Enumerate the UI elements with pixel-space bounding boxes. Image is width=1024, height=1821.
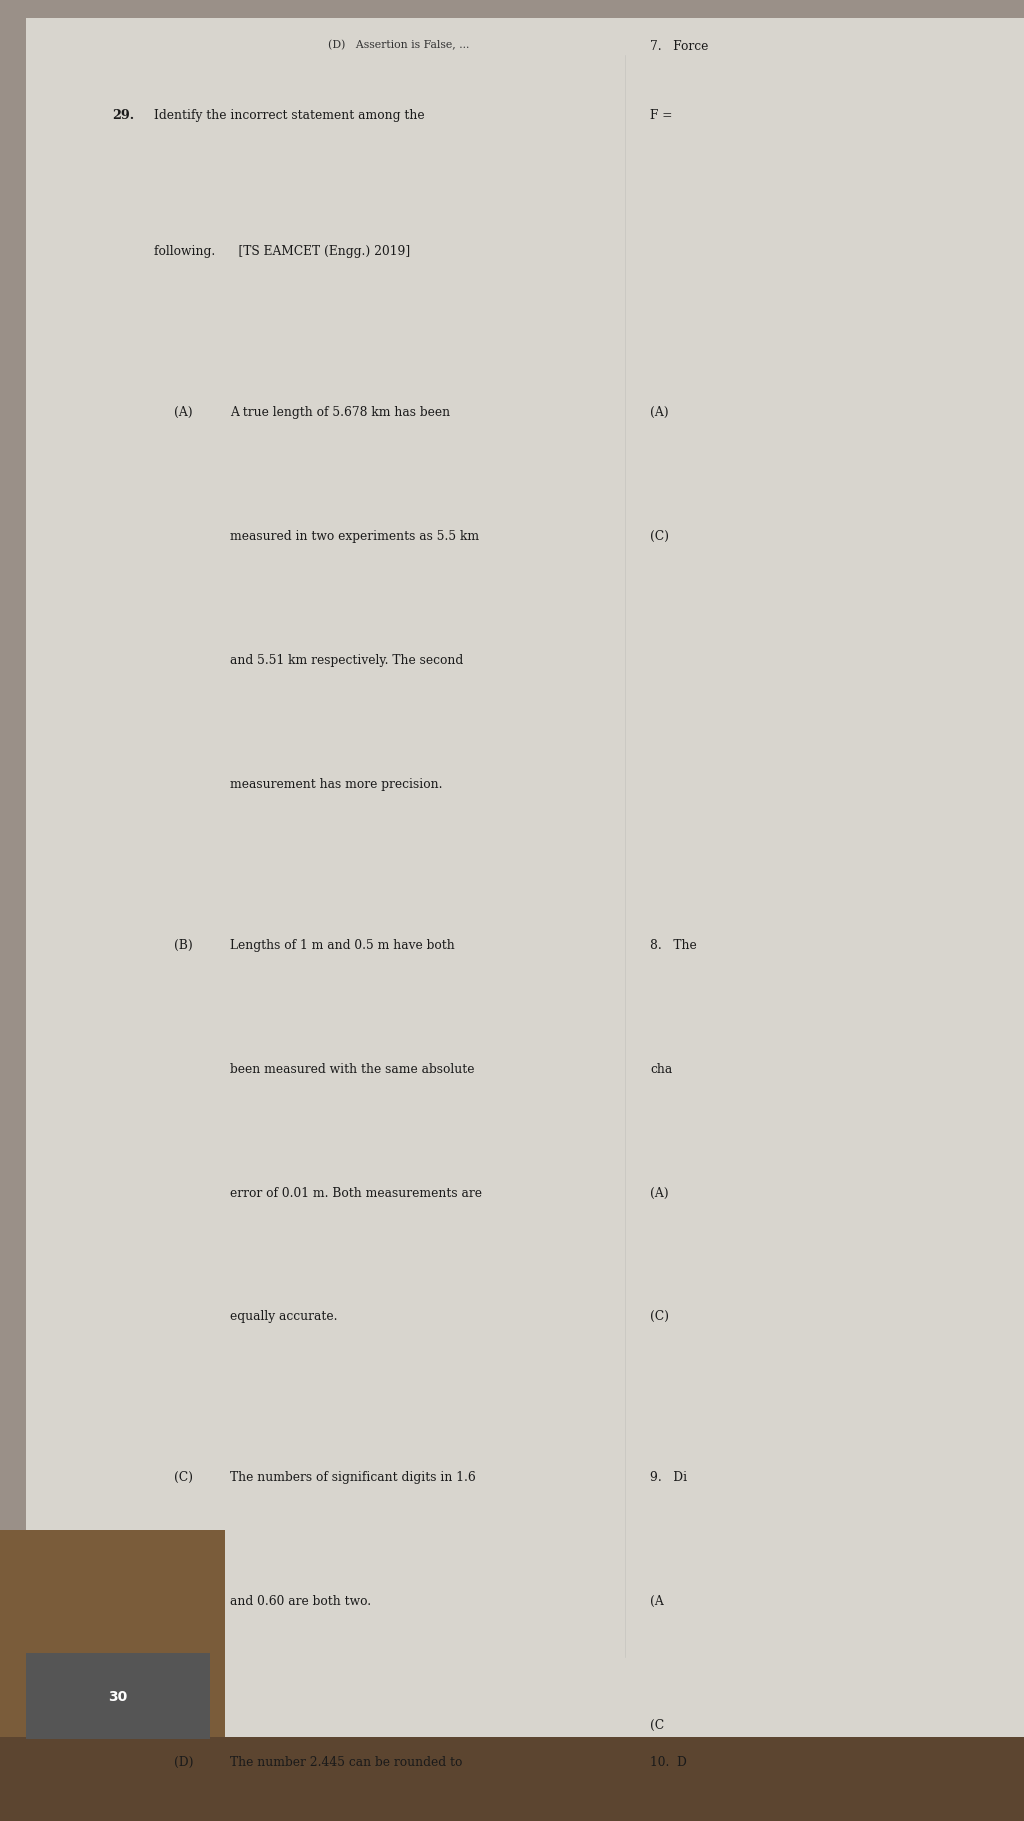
Text: (C): (C) [174, 1471, 194, 1484]
Text: and 0.60 are both two.: and 0.60 are both two. [230, 1595, 372, 1608]
Text: 10.  D: 10. D [650, 1755, 687, 1770]
Text: Lengths of 1 m and 0.5 m have both: Lengths of 1 m and 0.5 m have both [230, 940, 455, 952]
Text: (B): (B) [174, 940, 193, 952]
Text: The number 2.445 can be rounded to: The number 2.445 can be rounded to [230, 1755, 463, 1770]
Text: (A: (A [650, 1595, 664, 1608]
FancyBboxPatch shape [26, 18, 1024, 1739]
Text: 29.: 29. [113, 109, 135, 122]
Text: Identify the incorrect statement among the: Identify the incorrect statement among t… [154, 109, 424, 122]
Text: (A): (A) [650, 1187, 669, 1200]
Text: measurement has more precision.: measurement has more precision. [230, 778, 443, 790]
Text: (C): (C) [650, 530, 670, 543]
Text: following.      [TS EAMCET (Engg.) 2019]: following. [TS EAMCET (Engg.) 2019] [154, 246, 410, 259]
FancyBboxPatch shape [0, 1737, 1024, 1821]
Text: cha: cha [650, 1063, 673, 1076]
Text: A true length of 5.678 km has been: A true length of 5.678 km has been [230, 406, 451, 419]
Text: (D)   Assertion is False, ...: (D) Assertion is False, ... [328, 40, 469, 51]
Text: and 5.51 km respectively. The second: and 5.51 km respectively. The second [230, 654, 464, 666]
FancyBboxPatch shape [26, 1653, 210, 1739]
Text: equally accurate.: equally accurate. [230, 1311, 338, 1324]
Text: (D): (D) [174, 1755, 194, 1770]
Text: been measured with the same absolute: been measured with the same absolute [230, 1063, 475, 1076]
Text: The numbers of significant digits in 1.6: The numbers of significant digits in 1.6 [230, 1471, 476, 1484]
Text: 7.   Force: 7. Force [650, 40, 709, 53]
Text: error of 0.01 m. Both measurements are: error of 0.01 m. Both measurements are [230, 1187, 482, 1200]
Text: 8.   The: 8. The [650, 940, 697, 952]
Text: (C): (C) [650, 1311, 670, 1324]
Text: measured in two experiments as 5.5 km: measured in two experiments as 5.5 km [230, 530, 479, 543]
Text: 9.   Di: 9. Di [650, 1471, 687, 1484]
Text: 30: 30 [109, 1690, 127, 1704]
Text: (A): (A) [174, 406, 193, 419]
Text: (C: (C [650, 1719, 665, 1732]
Text: (A): (A) [650, 406, 669, 419]
FancyBboxPatch shape [0, 1530, 225, 1821]
Text: F =: F = [650, 109, 673, 122]
